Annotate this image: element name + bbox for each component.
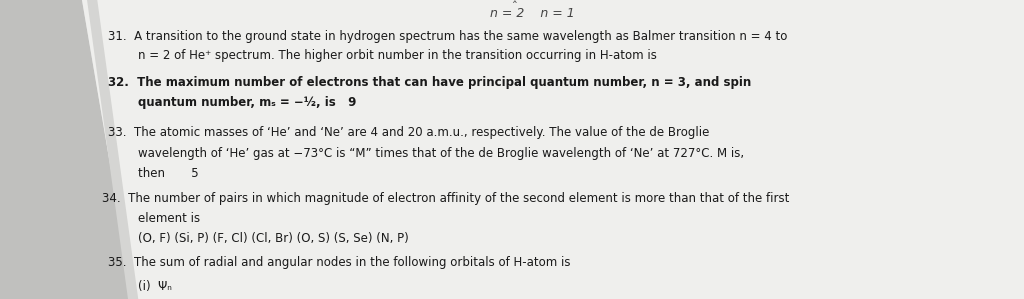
Text: (i)  Ψₙ: (i) Ψₙ (138, 280, 172, 292)
Text: 31.  A transition to the ground state in hydrogen spectrum has the same waveleng: 31. A transition to the ground state in … (108, 30, 786, 43)
Text: n = 2 of He⁺ spectrum. The higher orbit number in the transition occurring in H-: n = 2 of He⁺ spectrum. The higher orbit … (138, 49, 657, 62)
Polygon shape (87, 0, 138, 299)
Text: then       5: then 5 (138, 167, 199, 179)
Text: 33.  The atomic masses of ‘He’ and ‘Ne’ are 4 and 20 a.m.u., respectively. The v: 33. The atomic masses of ‘He’ and ‘Ne’ a… (108, 126, 709, 139)
Polygon shape (0, 0, 133, 299)
Text: quantum number, mₛ = −½, is   9: quantum number, mₛ = −½, is 9 (138, 96, 356, 109)
Polygon shape (82, 0, 1024, 299)
Text: wavelength of ‘He’ gas at −73°C is “M” times that of the de Broglie wavelength o: wavelength of ‘He’ gas at −73°C is “M” t… (138, 147, 744, 159)
Text: 34.  The number of pairs in which magnitude of electron affinity of the second e: 34. The number of pairs in which magnitu… (102, 192, 790, 205)
Text: n = 2    n = 1: n = 2 n = 1 (490, 7, 574, 20)
Text: 32.  The maximum number of electrons that can have principal quantum number, n =: 32. The maximum number of electrons that… (108, 76, 751, 89)
Text: 35.  The sum of radial and angular nodes in the following orbitals of H-atom is: 35. The sum of radial and angular nodes … (108, 256, 570, 269)
Text: (O, F) (Si, P) (F, Cl) (Cl, Br) (O, S) (S, Se) (N, P): (O, F) (Si, P) (F, Cl) (Cl, Br) (O, S) (… (138, 232, 409, 245)
Text: element is: element is (138, 212, 201, 225)
